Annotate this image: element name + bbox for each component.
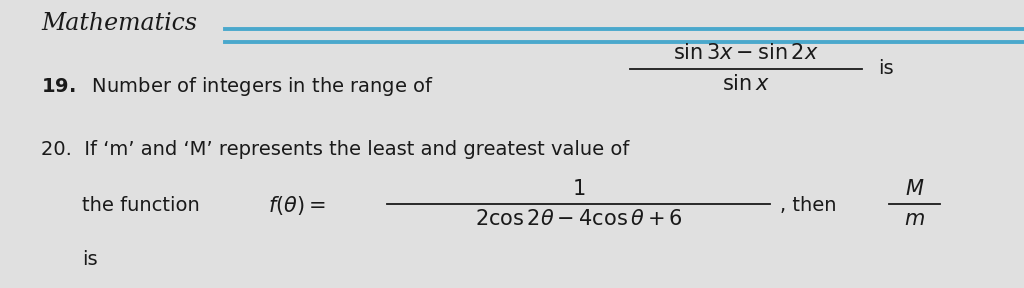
- Text: $f(\theta) =$: $f(\theta) =$: [268, 194, 326, 217]
- Text: $M$: $M$: [905, 179, 924, 199]
- Text: is: is: [82, 250, 97, 269]
- Text: Mathematics: Mathematics: [41, 12, 197, 35]
- Text: , then: , then: [780, 196, 837, 215]
- Text: $m$: $m$: [904, 209, 925, 230]
- Text: $2\cos 2\theta - 4\cos\theta + 6$: $2\cos 2\theta - 4\cos\theta + 6$: [475, 209, 682, 230]
- Text: $\mathbf{19.}$  Number of integers in the range of: $\mathbf{19.}$ Number of integers in the…: [41, 75, 434, 98]
- Text: the function: the function: [82, 196, 200, 215]
- Text: is: is: [879, 59, 894, 78]
- Text: $1$: $1$: [571, 179, 586, 199]
- Text: $\sin x$: $\sin x$: [722, 74, 769, 94]
- Text: $\sin 3x - \sin 2x$: $\sin 3x - \sin 2x$: [673, 43, 818, 63]
- Text: 20.  If ‘m’ and ‘M’ represents the least and greatest value of: 20. If ‘m’ and ‘M’ represents the least …: [41, 140, 630, 159]
